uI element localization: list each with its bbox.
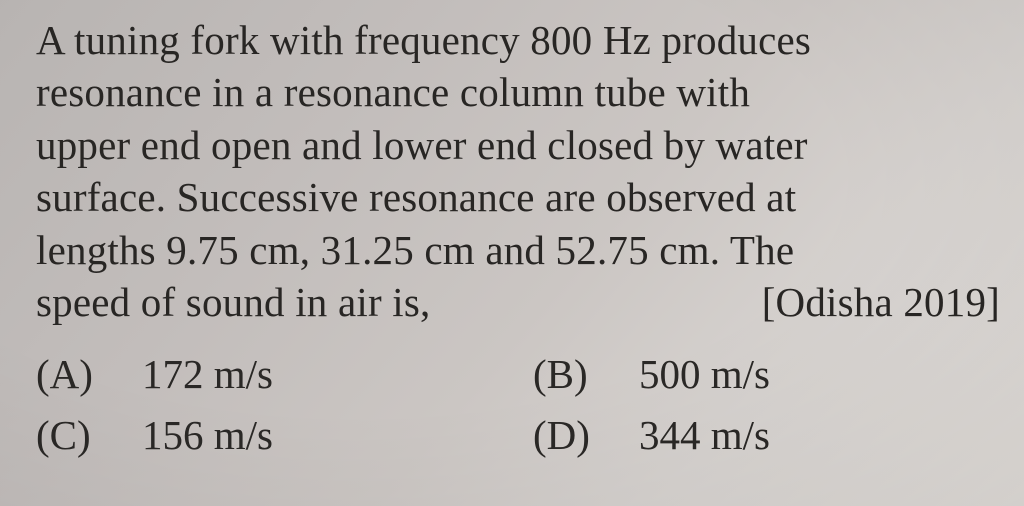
option-a-text: 172 m/s	[142, 347, 273, 402]
question-line-5: lengths 9.75 cm, 31.25 cm and 52.75 cm. …	[36, 224, 1000, 276]
option-b: (B) 500 m/s	[533, 347, 1000, 402]
option-c-label: (C)	[36, 408, 116, 463]
question-line-4: surface. Successive resonance are observ…	[36, 171, 1000, 223]
question-text: A tuning fork with frequency 800 Hz prod…	[36, 14, 1000, 329]
question-line-3: upper end open and lower end closed by w…	[36, 119, 1000, 171]
option-c-text: 156 m/s	[142, 408, 273, 463]
option-b-text: 500 m/s	[639, 347, 770, 402]
options-grid: (A) 172 m/s (B) 500 m/s (C) 156 m/s (D) …	[36, 347, 1000, 464]
question-prompt: speed of sound in air is,	[36, 276, 430, 328]
option-d-label: (D)	[533, 408, 613, 463]
option-d: (D) 344 m/s	[533, 408, 1000, 463]
question-line-6: speed of sound in air is, [Odisha 2019]	[36, 276, 1000, 328]
question-line-2: resonance in a resonance column tube wit…	[36, 66, 1000, 118]
option-c: (C) 156 m/s	[36, 408, 503, 463]
question-line-1: A tuning fork with frequency 800 Hz prod…	[36, 14, 1000, 66]
option-d-text: 344 m/s	[639, 408, 770, 463]
option-a: (A) 172 m/s	[36, 347, 503, 402]
option-a-label: (A)	[36, 347, 116, 402]
question-source-tag: [Odisha 2019]	[762, 276, 1000, 328]
question-block: A tuning fork with frequency 800 Hz prod…	[36, 14, 1000, 464]
option-b-label: (B)	[533, 347, 613, 402]
